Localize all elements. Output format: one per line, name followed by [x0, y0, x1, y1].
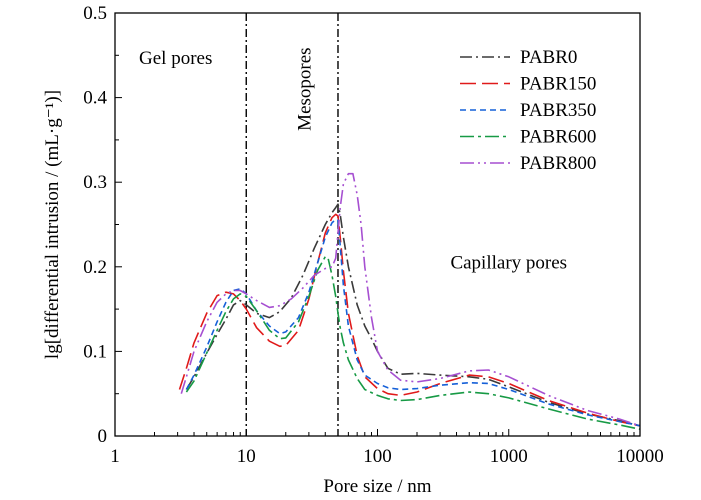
- y-axis-title: lg[differential intrusion / (mL·g⁻¹)]: [42, 90, 63, 359]
- region-label-capillary-pores: Capillary pores: [450, 252, 567, 273]
- series-line-pabr800: [180, 172, 641, 427]
- x-tick-label: 1: [110, 446, 120, 467]
- series-line-pabr350: [185, 218, 641, 427]
- legend-label-pabr150: PABR150: [520, 74, 596, 95]
- y-tick-label: 0.4: [83, 88, 107, 109]
- region-label-gel-pores: Gel pores: [139, 48, 212, 69]
- x-axis-title: Pore size / nm: [323, 476, 431, 497]
- series-line-pabr600: [185, 255, 641, 430]
- legend-label-pabr600: PABR600: [520, 127, 596, 148]
- x-tick-label: 10000: [616, 446, 664, 467]
- series-layer: [178, 172, 641, 430]
- region-label-mesopores: Mesopores: [295, 47, 316, 130]
- y-tick-label: 0.1: [83, 341, 107, 362]
- series-line-pabr0: [185, 203, 641, 427]
- x-tick-label: 10: [237, 446, 256, 467]
- y-tick-label: 0: [98, 426, 108, 447]
- x-tick-label: 100: [363, 446, 392, 467]
- y-tick-label: 0.5: [83, 3, 107, 24]
- legend-label-pabr800: PABR800: [520, 153, 596, 174]
- legend-label-pabr350: PABR350: [520, 100, 596, 121]
- x-tick-label: 1000: [490, 446, 528, 467]
- y-tick-label: 0.2: [83, 257, 107, 278]
- y-tick-label: 0.3: [83, 172, 107, 193]
- legend: PABR0 PABR150 PABR350 PABR600 PABR800: [460, 47, 596, 174]
- legend-label-pabr0: PABR0: [520, 47, 577, 68]
- series-line-pabr150: [178, 213, 641, 427]
